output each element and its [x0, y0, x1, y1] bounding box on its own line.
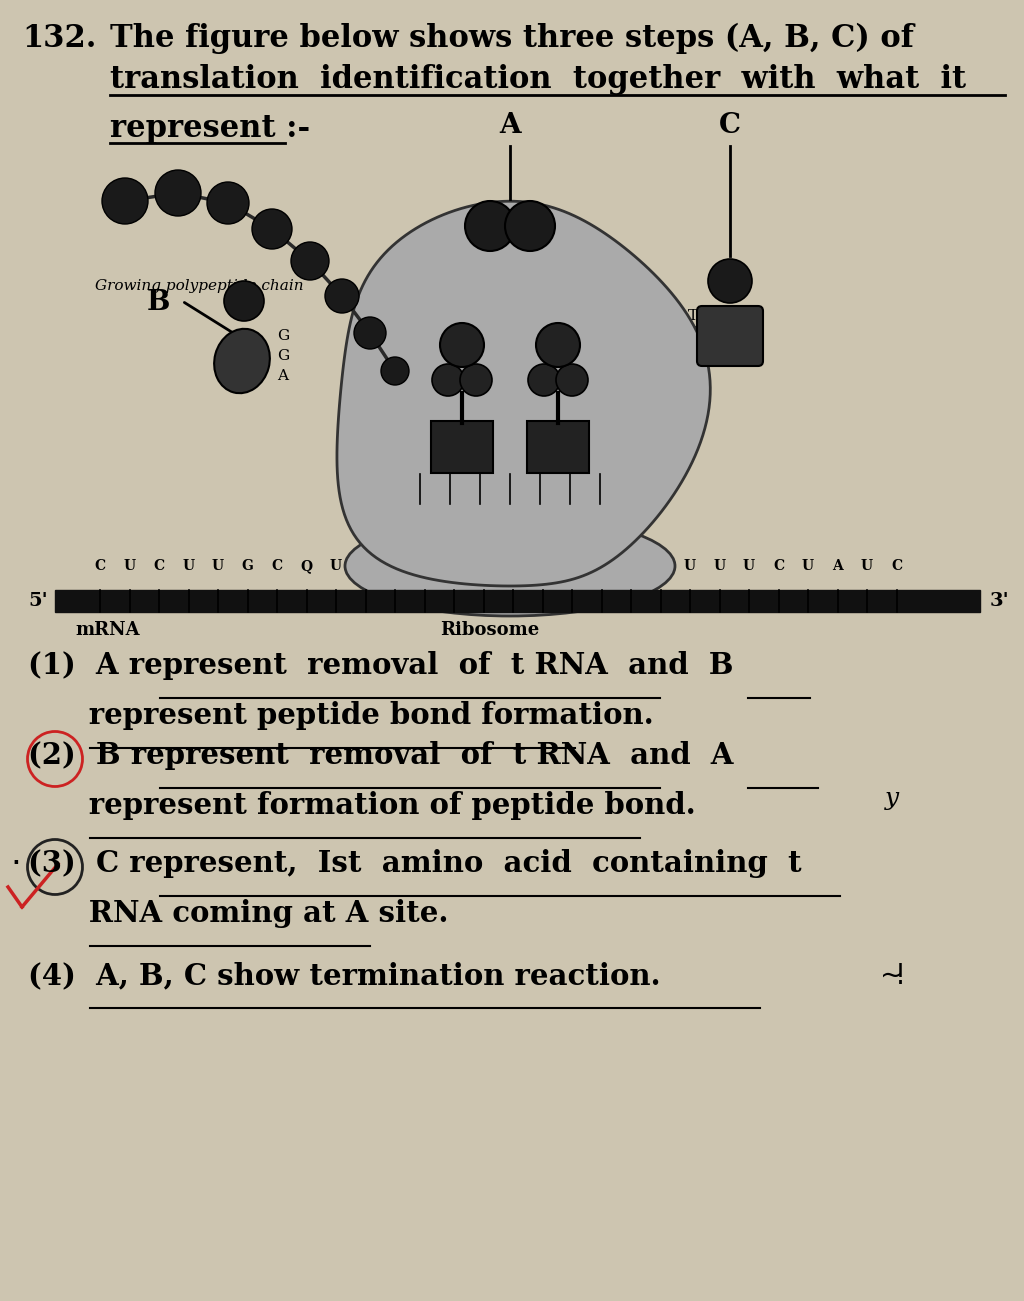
Text: U: U — [595, 559, 607, 572]
Text: represent :-: represent :- — [110, 113, 310, 144]
Circle shape — [528, 364, 560, 396]
Text: C: C — [360, 559, 371, 572]
Text: G: G — [278, 329, 289, 343]
Circle shape — [102, 178, 148, 224]
Text: U: U — [714, 559, 726, 572]
Text: 5': 5' — [29, 592, 48, 610]
Text: RNA coming at A site.: RNA coming at A site. — [28, 899, 449, 928]
Text: (1)  A represent  removal  of  t RNA  and  B: (1) A represent removal of t RNA and B — [28, 650, 733, 680]
Text: CAA: CAA — [545, 507, 591, 526]
Circle shape — [224, 281, 264, 321]
Circle shape — [465, 200, 515, 251]
Text: C: C — [389, 559, 400, 572]
Text: C: C — [719, 112, 741, 139]
Text: 132.: 132. — [22, 23, 96, 55]
Text: C: C — [271, 559, 283, 572]
Ellipse shape — [345, 516, 675, 615]
Text: Ribosome: Ribosome — [440, 621, 540, 639]
Text: Q: Q — [300, 559, 312, 572]
Text: (2)  B represent  removal  of  t RNA  and  A: (2) B represent removal of t RNA and A — [28, 742, 733, 770]
Circle shape — [252, 209, 292, 248]
Text: U: U — [861, 559, 873, 572]
FancyBboxPatch shape — [55, 589, 980, 611]
Text: U: U — [684, 559, 696, 572]
Text: (4)  A, B, C show termination reaction.: (4) A, B, C show termination reaction. — [28, 961, 660, 990]
Text: C: C — [154, 559, 165, 572]
Text: C: C — [94, 559, 105, 572]
Text: C: C — [891, 559, 902, 572]
Text: CGT: CGT — [428, 507, 475, 526]
Ellipse shape — [214, 329, 270, 393]
Polygon shape — [337, 202, 711, 585]
Text: A: A — [833, 559, 843, 572]
Text: A: A — [278, 369, 288, 382]
Text: A: A — [508, 559, 518, 572]
Text: represent formation of peptide bond.: represent formation of peptide bond. — [28, 791, 695, 820]
Circle shape — [556, 364, 588, 396]
Circle shape — [354, 317, 386, 349]
Text: A: A — [655, 559, 666, 572]
Text: U: U — [330, 559, 342, 572]
Circle shape — [155, 170, 201, 216]
Circle shape — [440, 323, 484, 367]
Text: 3': 3' — [990, 592, 1010, 610]
Text: represent peptide bond formation.: represent peptide bond formation. — [28, 701, 653, 730]
Text: U: U — [743, 559, 755, 572]
Text: ~: ~ — [880, 961, 903, 990]
Circle shape — [381, 356, 409, 385]
Text: G: G — [278, 349, 289, 363]
Circle shape — [505, 200, 555, 251]
Text: U: U — [802, 559, 814, 572]
Text: O: O — [447, 559, 460, 572]
Text: Growing polypeptide chain: Growing polypeptide chain — [95, 278, 304, 293]
Text: The figure below shows three steps (A, B, C) of: The figure below shows three steps (A, B… — [110, 23, 913, 55]
Circle shape — [708, 259, 752, 303]
Text: U: U — [212, 559, 224, 572]
Text: C: C — [419, 559, 430, 572]
Text: mRNA: mRNA — [75, 621, 139, 639]
Circle shape — [325, 278, 359, 314]
Text: !: ! — [895, 961, 906, 990]
FancyBboxPatch shape — [697, 306, 763, 366]
Text: A: A — [626, 559, 636, 572]
Text: ·: · — [10, 847, 20, 881]
Circle shape — [291, 242, 329, 280]
Circle shape — [207, 182, 249, 224]
Text: B: B — [146, 290, 170, 316]
Text: C: C — [773, 559, 784, 572]
Text: y: y — [885, 787, 899, 811]
Circle shape — [460, 364, 492, 396]
Circle shape — [432, 364, 464, 396]
Text: C: C — [478, 559, 489, 572]
Text: A: A — [499, 112, 521, 139]
FancyBboxPatch shape — [527, 422, 589, 474]
Text: T: T — [688, 310, 698, 323]
Text: A: A — [687, 343, 698, 358]
Text: U: U — [182, 559, 195, 572]
Text: U: U — [566, 559, 579, 572]
Text: G: G — [242, 559, 253, 572]
Text: T: T — [688, 327, 698, 340]
Text: U: U — [124, 559, 135, 572]
Text: (3)  C represent,  Ist  amino  acid  containing  t: (3) C represent, Ist amino acid containi… — [28, 850, 802, 878]
FancyBboxPatch shape — [431, 422, 493, 474]
Text: G: G — [537, 559, 549, 572]
Circle shape — [536, 323, 580, 367]
Text: translation  identification  together  with  what  it: translation identification together with… — [110, 64, 966, 95]
